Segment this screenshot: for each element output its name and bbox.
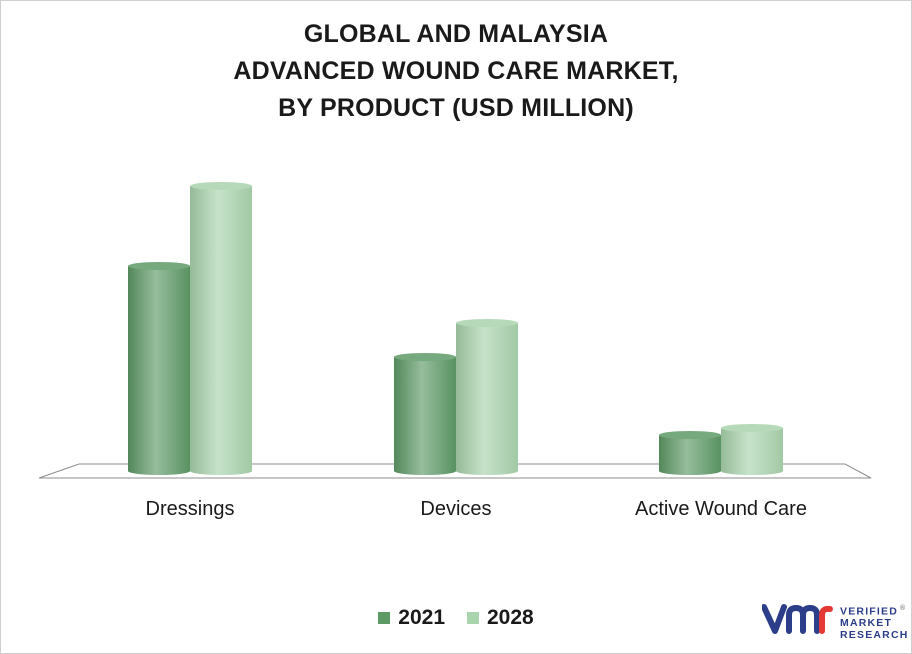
bars-group (128, 182, 783, 475)
legend-item-2028: 2028 (467, 606, 534, 630)
logo-text: VERIFIED ® MARKET RESEARCH (840, 603, 909, 641)
verified-market-research-logo: VERIFIED ® MARKET RESEARCH (761, 601, 907, 641)
bar-cap-active-wound-care-2028 (721, 424, 783, 432)
title-line-3: BY PRODUCT (USD MILLION) (278, 94, 634, 122)
logo-line-3: RESEARCH (840, 628, 909, 641)
bar-active-wound-care-2021 (659, 431, 721, 475)
legend-label-2028: 2028 (487, 606, 534, 629)
bar-dressings-2028 (190, 182, 252, 475)
category-label-devices: Devices (420, 498, 491, 520)
category-labels: Dressings Devices Active Wound Care (146, 498, 807, 520)
chart-title: GLOBAL AND MALAYSIA ADVANCED WOUND CARE … (0, 16, 912, 127)
bar-cap-active-wound-care-2021 (659, 431, 721, 439)
title-line-1: GLOBAL AND MALAYSIA (303, 20, 609, 48)
bar-body-dressings-2028 (190, 186, 252, 475)
logo-line-1: VERIFIED ® (840, 605, 907, 618)
legend-swatch-2021 (378, 612, 391, 624)
bar-cap-devices-2021 (394, 353, 456, 361)
bar-body-active-wound-care-2028 (721, 428, 783, 475)
legend: 2021 2028 (0, 606, 912, 630)
bar-body-devices-2028 (456, 323, 518, 475)
bar-cap-dressings-2021 (128, 262, 190, 270)
bar-dressings-2021 (128, 262, 190, 475)
legend-item-2021: 2021 (378, 606, 445, 630)
logo-line-2: MARKET (840, 617, 893, 629)
bar-active-wound-care-2028 (721, 424, 783, 475)
bar-cap-devices-2028 (456, 319, 518, 327)
vmr-logo-icon (761, 604, 833, 634)
title-line-2: ADVANCED WOUND CARE MARKET, (233, 57, 679, 85)
category-label-dressings: Dressings (146, 498, 235, 520)
bar-cap-dressings-2028 (190, 182, 252, 190)
bar-body-active-wound-care-2021 (659, 435, 721, 475)
legend-label-2021: 2021 (398, 606, 445, 629)
category-label-active-wound-care: Active Wound Care (635, 498, 807, 520)
bar-devices-2021 (394, 353, 456, 475)
bar-devices-2028 (456, 319, 518, 475)
legend-swatch-2028 (467, 612, 479, 624)
registered-mark: ® (900, 605, 907, 612)
bar-body-devices-2021 (394, 357, 456, 475)
bar-body-dressings-2021 (128, 266, 190, 475)
